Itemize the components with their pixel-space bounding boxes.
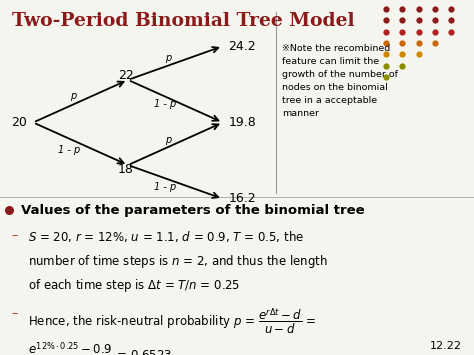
Text: 12.22: 12.22 [430,341,462,351]
Text: 1 - p: 1 - p [58,145,80,155]
Text: Two-Period Binomial Tree Model: Two-Period Binomial Tree Model [12,12,355,31]
Text: p: p [165,53,172,62]
Text: 19.8: 19.8 [228,116,256,129]
Text: Hence, the risk-neutral probability $p$ = $\dfrac{e^{r\Delta t}-d}{u-d}$ =: Hence, the risk-neutral probability $p$ … [28,307,317,337]
Text: number of time steps is $n$ = 2, and thus the length: number of time steps is $n$ = 2, and thu… [28,253,328,270]
Text: $\dfrac{e^{12\%\cdot 0.25}-0.9}{1.1-0.9}$ = 0.6523: $\dfrac{e^{12\%\cdot 0.25}-0.9}{1.1-0.9}… [28,341,173,355]
Text: 1 - p: 1 - p [154,182,176,192]
Text: –: – [12,229,22,242]
Text: 16.2: 16.2 [228,192,256,205]
Text: Values of the parameters of the binomial tree: Values of the parameters of the binomial… [21,204,365,217]
Text: –: – [12,307,22,320]
Text: ※Note the recombined
feature can limit the
growth of the number of
nodes on the : ※Note the recombined feature can limit t… [282,44,398,118]
Text: p: p [165,135,172,145]
Text: 1 - p: 1 - p [154,99,176,109]
Text: 18: 18 [118,163,134,176]
Text: $S$ = 20, $r$ = 12%, $u$ = 1.1, $d$ = 0.9, $T$ = 0.5, the: $S$ = 20, $r$ = 12%, $u$ = 1.1, $d$ = 0.… [28,229,304,244]
Text: 20: 20 [12,116,27,129]
Text: p: p [70,91,77,101]
Text: of each time step is $\Delta t$ = $T$/$n$ = 0.25: of each time step is $\Delta t$ = $T$/$n… [28,277,240,294]
Text: 22: 22 [118,69,134,82]
Text: 24.2: 24.2 [228,40,256,53]
